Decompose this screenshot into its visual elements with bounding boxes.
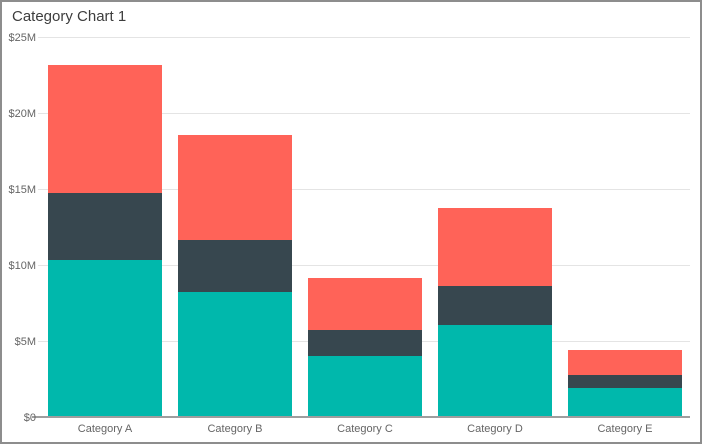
bar-segment-series-slate-category-d[interactable]: [438, 285, 552, 326]
bar-segment-series-teal-category-e[interactable]: [568, 387, 682, 418]
bar-segment-series-teal-category-b[interactable]: [178, 291, 292, 418]
bar-segment-series-coral-category-d[interactable]: [438, 208, 552, 286]
gridline: [38, 37, 690, 38]
bar-slot: [430, 38, 560, 418]
bar-category-e: [568, 38, 682, 418]
bar-category-b: [178, 38, 292, 418]
bar-slot: [560, 38, 690, 418]
y-axis-tick-label: $15M: [8, 184, 36, 196]
bar-segment-series-coral-category-c[interactable]: [308, 278, 422, 330]
x-axis: Category A Category B Category C Category D…: [40, 423, 690, 435]
bar-segment-series-coral-category-b[interactable]: [178, 135, 292, 241]
bars-layer: [40, 38, 690, 418]
bar-slot: [170, 38, 300, 418]
bar-segment-series-slate-category-a[interactable]: [48, 193, 162, 260]
x-axis-category-label: Category A: [77, 423, 133, 435]
bar-segment-series-coral-category-e[interactable]: [568, 349, 682, 376]
bar-segment-series-coral-category-a[interactable]: [48, 65, 162, 194]
gridline: [38, 265, 690, 266]
y-axis-tick-label: $20M: [8, 108, 36, 120]
bar-category-a: [48, 38, 162, 418]
bar-slot: [40, 38, 170, 418]
x-axis-category-label: Category C: [337, 423, 393, 435]
chart-title: Category Chart 1: [12, 8, 127, 25]
y-axis-tick-label: $10M: [8, 260, 36, 272]
bar-segment-series-teal-category-c[interactable]: [308, 355, 422, 418]
bar-segment-series-slate-category-c[interactable]: [308, 329, 422, 356]
x-axis-category-label: Category E: [597, 423, 653, 435]
bar-segment-series-teal-category-d[interactable]: [438, 325, 552, 418]
x-axis-line: [32, 416, 690, 418]
bar-segment-series-teal-category-a[interactable]: [48, 259, 162, 418]
bar-segment-series-slate-category-e[interactable]: [568, 375, 682, 388]
bar-slot: [300, 38, 430, 418]
y-axis-tick-label: $0: [23, 412, 36, 424]
gridline: [38, 113, 690, 114]
plot-area: [38, 37, 690, 418]
x-axis-category-label: Category D: [467, 423, 523, 435]
bar-category-c: [308, 38, 422, 418]
x-axis-category-label: Category B: [207, 423, 263, 435]
bar-segment-series-slate-category-b[interactable]: [178, 240, 292, 292]
gridline: [38, 189, 690, 190]
y-axis-tick-label: $5M: [14, 336, 36, 348]
y-axis-tick-label: $25M: [8, 32, 36, 44]
bar-category-d: [438, 38, 552, 418]
